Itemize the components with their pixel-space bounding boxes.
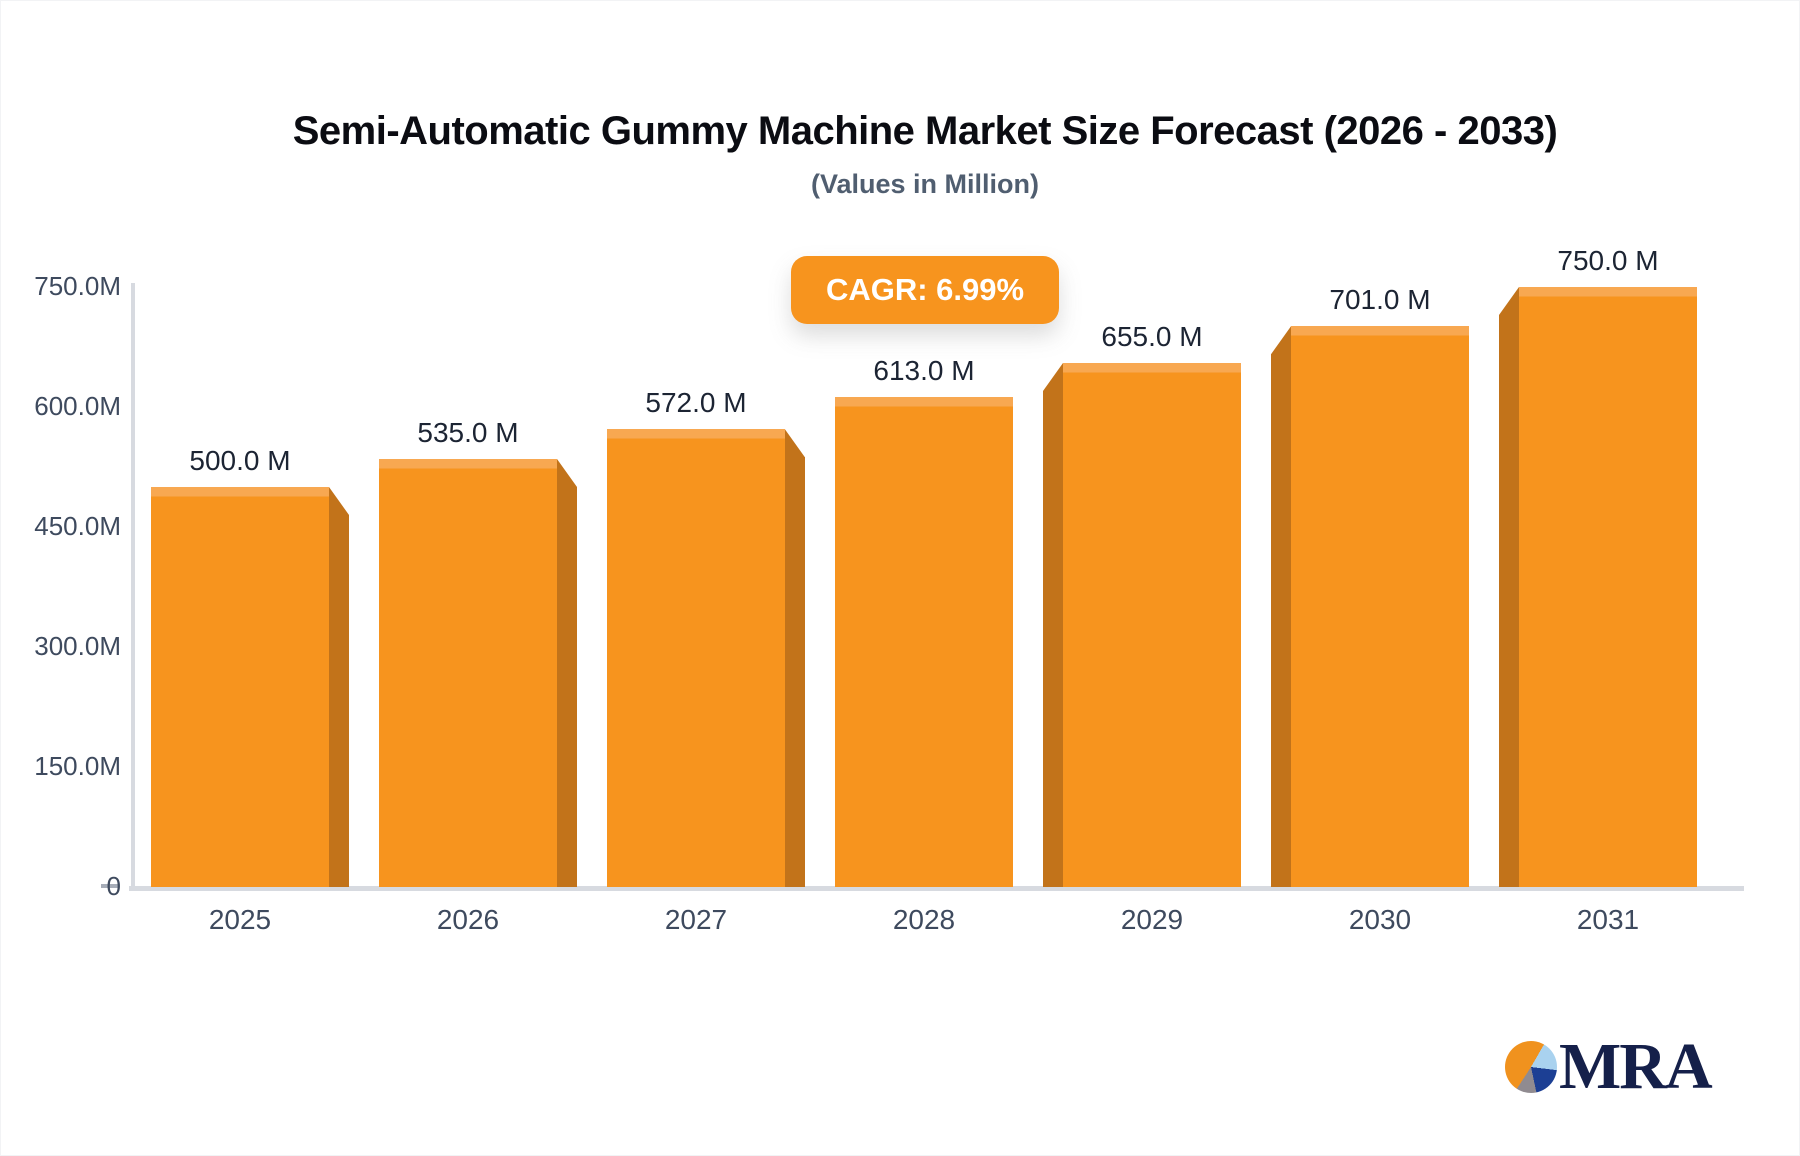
y-tick-label: 300.0M [34, 631, 121, 661]
bar-side-face [557, 487, 577, 887]
bar-side-face [1043, 391, 1063, 887]
logo-text: MRA [1559, 1030, 1713, 1103]
bar-2030 [1291, 326, 1469, 887]
bar-2026 [379, 459, 557, 887]
x-tick-label-2026: 2026 [436, 904, 500, 935]
y-tick-label: 0 [106, 871, 121, 901]
y-tick-label: 150.0M [34, 751, 121, 781]
bar-side-face [1499, 315, 1519, 887]
y-axis-line [131, 283, 135, 891]
x-tick-label-2027: 2027 [664, 904, 728, 935]
bar-top-bevel [785, 429, 805, 458]
bar-top-bevel [1271, 326, 1291, 355]
x-tick-label-2030: 2030 [1348, 904, 1412, 935]
y-tick-label: 750.0M [34, 271, 121, 301]
bar-top-bevel [329, 487, 349, 515]
bar-value-label: 535.0 M [417, 417, 519, 448]
y-tick-label: 450.0M [34, 511, 121, 541]
cagr-badge: CAGR: 6.99% [791, 256, 1059, 324]
bar-value-label: 572.0 M [645, 387, 747, 419]
bar-2028 [835, 396, 1013, 887]
x-tick-label-2029: 2029 [1120, 904, 1184, 935]
bar-top-bevel [1043, 363, 1063, 391]
bar-top-bevel [557, 459, 577, 487]
y-tick-label: 600.0M [34, 391, 121, 421]
bar-value-label: 655.0 M [1101, 321, 1203, 352]
bar-side-face [785, 457, 805, 887]
bar-value-label: 613.0 M [873, 354, 975, 386]
x-axis-line [129, 886, 1744, 891]
bar-2027 [607, 429, 785, 887]
bar-value-label: 701.0 M [1329, 284, 1431, 316]
chart-subtitle: (Values in Million) [810, 169, 1040, 199]
x-tick-label-2025: 2025 [208, 904, 272, 935]
bar-value-label: 500.0 M [189, 445, 291, 476]
bar-2029 [1063, 363, 1241, 887]
pie-chart-logo-icon [1505, 1041, 1557, 1093]
x-tick-label-2028: 2028 [892, 904, 956, 935]
mra-logo: MRA [1505, 1030, 1713, 1103]
x-tick-label-2031: 2031 [1576, 904, 1640, 935]
bar-side-face [1271, 354, 1291, 887]
bar-value-label: 750.0 M [1557, 245, 1659, 276]
bar-side-face [329, 515, 349, 887]
bar-2031 [1519, 287, 1697, 887]
chart-title: Semi-Automatic Gummy Machine Market Size… [292, 109, 1558, 153]
zero-tick-mark [101, 884, 119, 888]
bar-2025 [151, 487, 329, 887]
bar-top-bevel [1499, 287, 1519, 315]
